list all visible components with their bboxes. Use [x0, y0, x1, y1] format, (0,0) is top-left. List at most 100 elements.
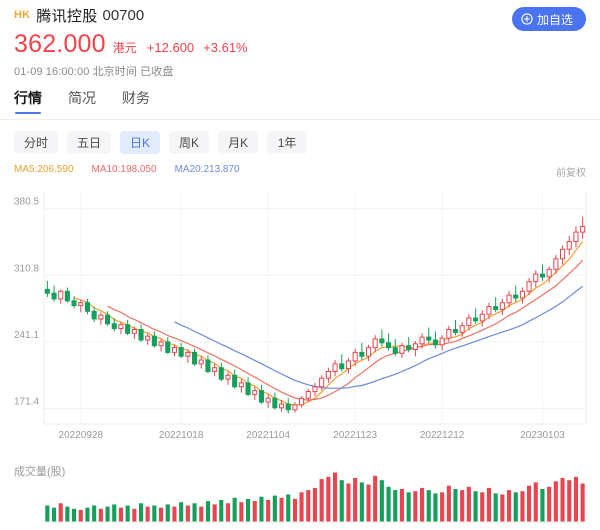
candle-66 — [486, 302, 492, 319]
volume-bar-64 — [473, 491, 478, 522]
volume-bar-7 — [92, 505, 97, 522]
volume-bar-48 — [366, 484, 371, 522]
period-chip-3[interactable]: 周K — [169, 131, 210, 154]
candle-69 — [506, 291, 512, 308]
candle-26 — [218, 362, 224, 382]
volume-bar-30 — [246, 498, 251, 522]
volume-bar-80 — [580, 483, 585, 522]
tab-2[interactable]: 财务 — [122, 90, 150, 106]
candlestick-chart[interactable]: 380.5 310.8 241.1 171.4 20220928 20221018 2022… — [0, 182, 600, 440]
volume-bar-26 — [219, 500, 224, 522]
ma-line-ma10 — [107, 259, 584, 401]
period-chip-4[interactable]: 月K — [218, 131, 259, 154]
volume-bar-28 — [232, 497, 237, 522]
candle-58 — [432, 331, 438, 349]
ma-legend-item-1: MA10:198.050 — [91, 164, 157, 175]
volume-chart[interactable] — [0, 462, 600, 530]
candle-77 — [560, 245, 566, 265]
volume-bar-33 — [266, 500, 271, 522]
candle-45 — [345, 358, 351, 374]
candle-44 — [339, 354, 345, 372]
candle-4 — [71, 296, 77, 309]
x-axis-tick-0: 20220928 — [59, 430, 104, 440]
volume-bar-74 — [540, 489, 545, 522]
candle-24 — [205, 355, 211, 374]
candle-2 — [58, 289, 64, 304]
volume-bar-62 — [460, 490, 465, 522]
candle-36 — [285, 398, 291, 414]
candle-73 — [533, 270, 539, 288]
volume-bar-36 — [286, 494, 291, 522]
volume-bar-17 — [159, 507, 164, 522]
candle-56 — [419, 333, 425, 349]
volume-bar-56 — [420, 487, 425, 522]
candle-18 — [165, 337, 171, 355]
candle-72 — [526, 277, 532, 296]
period-chip-0[interactable]: 分时 — [14, 131, 59, 154]
period-chip-2[interactable]: 日K — [120, 131, 161, 154]
ma-line-ma20 — [174, 285, 584, 389]
candle-16 — [151, 331, 157, 348]
period-chip-1[interactable]: 五日 — [67, 131, 112, 154]
volume-bar-5 — [78, 509, 83, 522]
tab-0[interactable]: 行情 — [14, 88, 42, 114]
candle-30 — [245, 377, 251, 397]
volume-bar-23 — [199, 506, 204, 522]
candle-64 — [473, 308, 479, 324]
add-to-watchlist-button[interactable]: 加自选 — [511, 7, 586, 31]
volume-bar-12 — [125, 505, 130, 522]
candle-9 — [105, 311, 111, 326]
volume-bar-69 — [507, 490, 512, 522]
volume-bar-63 — [466, 486, 471, 522]
volume-bar-37 — [292, 498, 297, 522]
volume-bar-14 — [139, 503, 144, 522]
volume-bar-75 — [547, 486, 552, 522]
volume-bar-71 — [520, 491, 525, 522]
stock-name: 腾讯控股 — [36, 7, 98, 25]
market-tag: HK — [14, 9, 31, 21]
volume-bar-45 — [346, 483, 351, 522]
volume-bar-13 — [132, 508, 137, 522]
adjustment-label: 前复权 — [556, 168, 586, 179]
candle-17 — [158, 339, 164, 352]
volume-bar-34 — [272, 495, 277, 522]
volume-bar-2 — [58, 503, 63, 522]
volume-bar-41 — [319, 479, 324, 522]
candle-12 — [125, 319, 131, 336]
y-axis-tick-0: 380.5 — [14, 197, 39, 208]
candle-13 — [131, 326, 137, 340]
volume-bar-58 — [433, 493, 438, 522]
volume-bar-8 — [98, 508, 103, 522]
candle-37 — [292, 402, 298, 413]
candle-31 — [252, 386, 258, 401]
ma-legend-item-2: MA20:213.870 — [174, 164, 240, 175]
volume-bar-66 — [486, 487, 491, 522]
volume-bar-6 — [85, 507, 90, 522]
candle-67 — [493, 297, 499, 313]
volume-bar-49 — [373, 475, 378, 522]
y-axis-tick-2: 241.1 — [14, 330, 39, 341]
period-chip-5[interactable]: 1年 — [267, 131, 308, 154]
volume-bar-16 — [152, 505, 157, 522]
candle-79 — [573, 226, 579, 248]
candle-54 — [406, 337, 412, 353]
x-axis-tick-2: 20221104 — [246, 430, 290, 440]
tab-1[interactable]: 简况 — [68, 90, 96, 106]
candle-55 — [412, 340, 418, 357]
volume-bar-50 — [379, 480, 384, 522]
candle-22 — [192, 348, 198, 366]
volume-bar-43 — [333, 472, 338, 522]
ma-legend-item-0: MA5:206.590 — [14, 164, 74, 175]
candle-68 — [499, 298, 505, 316]
candle-5 — [78, 299, 84, 313]
volume-bar-1 — [52, 507, 57, 522]
volume-bar-44 — [339, 480, 344, 522]
volume-bar-51 — [386, 486, 391, 522]
volume-bar-53 — [399, 489, 404, 522]
y-axis-tick-1: 310.8 — [14, 263, 39, 274]
candle-28 — [232, 369, 238, 389]
candle-74 — [539, 264, 546, 281]
candle-3 — [64, 287, 70, 303]
candle-76 — [553, 255, 559, 275]
candle-46 — [352, 348, 358, 366]
